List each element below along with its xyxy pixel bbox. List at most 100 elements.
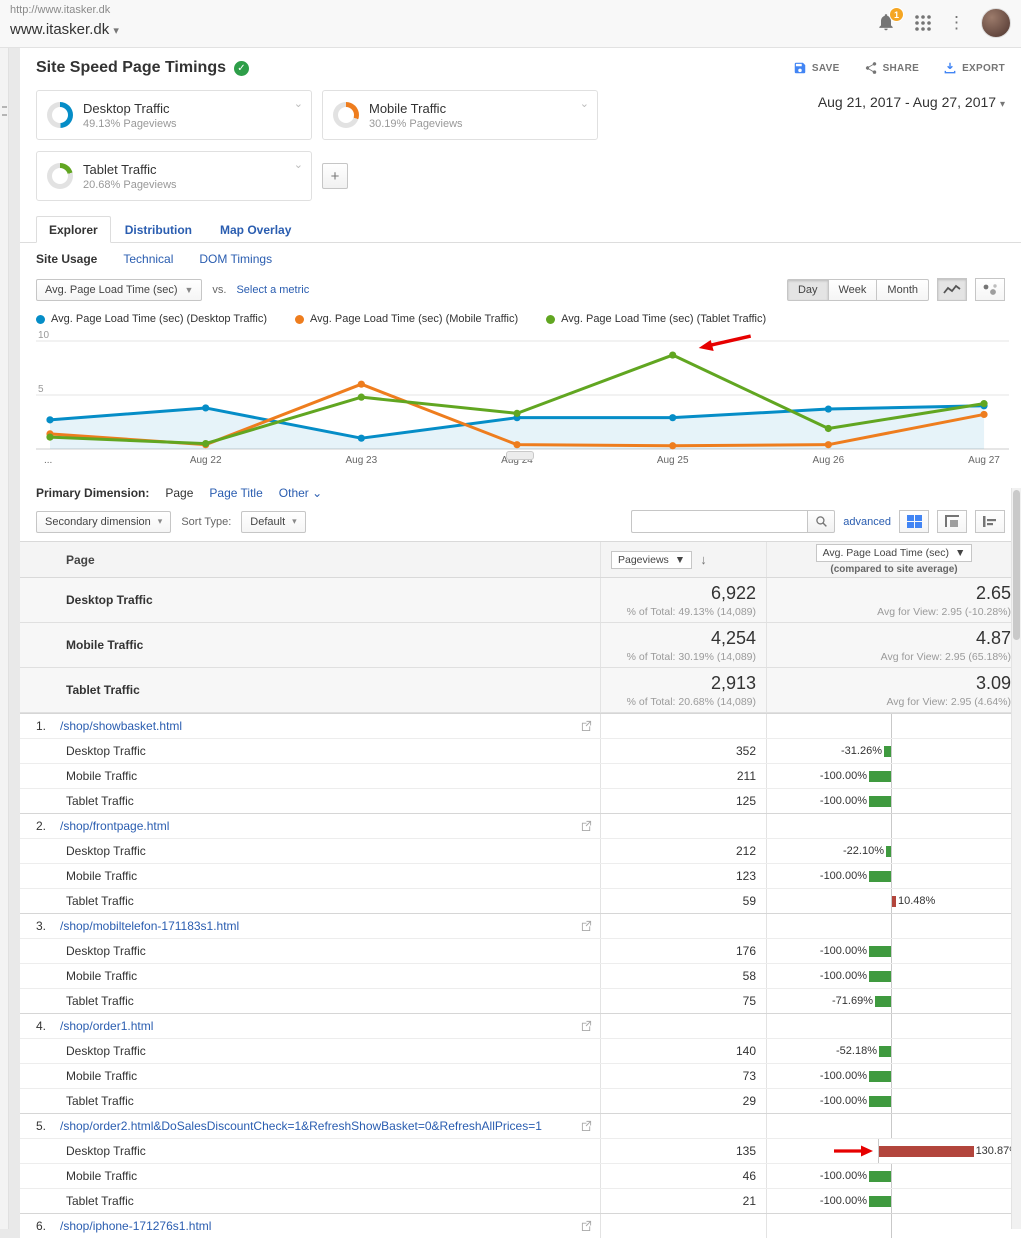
avg-subtext: Avg for View: 2.95 (-10.28%) (877, 605, 1011, 618)
line-chart-view-button[interactable] (937, 278, 967, 301)
comparison-cell: -100.00% (766, 964, 1021, 988)
percentage-view-button[interactable] (937, 510, 967, 533)
chevron-down-icon[interactable]: ⌄ (579, 98, 589, 110)
collapsed-sidebar[interactable] (0, 48, 9, 1229)
pageviews-cell (600, 1214, 766, 1238)
comparison-value: -52.18% (836, 1045, 877, 1057)
search-button[interactable] (807, 510, 836, 533)
pageviews-cell: 75 (600, 989, 766, 1013)
motion-chart-view-button[interactable] (975, 278, 1005, 301)
chart-point[interactable] (980, 410, 988, 419)
chart-point[interactable] (824, 424, 832, 433)
export-icon (944, 62, 956, 74)
segment-row: Desktop Traffic 140 -52.18% (20, 1038, 1021, 1063)
page-link[interactable]: /shop/mobiltelefon-171183s1.html (60, 919, 240, 933)
pageviews-value: 4,254 (710, 627, 756, 648)
granularity-month-button[interactable]: Month (876, 278, 929, 301)
chart-point[interactable] (824, 441, 832, 449)
segment-row: Mobile Traffic 46 -100.00% (20, 1163, 1021, 1188)
share-button[interactable]: SHARE (864, 61, 920, 75)
comparison-cell: -100.00% (766, 939, 1021, 963)
pageviews-cell (600, 1014, 766, 1038)
secondary-dimension-button[interactable]: Secondary dimension ▾ (36, 510, 172, 533)
row-number: 5. (36, 1119, 47, 1133)
chart-point[interactable] (357, 380, 365, 388)
table-row: 4. /shop/order1.html (20, 1013, 1021, 1038)
tab-map-overlay[interactable]: Map Overlay (220, 223, 292, 237)
select-metric-link[interactable]: Select a metric (236, 283, 310, 296)
apps-grid-icon[interactable] (914, 14, 932, 32)
chart-point[interactable] (357, 434, 365, 442)
page-link[interactable]: /shop/order1.html (60, 1019, 154, 1033)
page-link[interactable]: /shop/order2.html&DoSalesDiscountCheck=1… (60, 1119, 542, 1133)
page-link[interactable]: /shop/showbasket.html (60, 719, 183, 733)
popout-icon[interactable] (581, 1020, 592, 1034)
dimension-page-title[interactable]: Page Title (209, 486, 263, 500)
chart-point[interactable] (46, 433, 54, 441)
subtab-technical[interactable]: Technical (123, 252, 174, 266)
advanced-link[interactable]: advanced (843, 515, 891, 528)
chart-point[interactable] (824, 405, 832, 413)
granularity-day-button[interactable]: Day (786, 278, 829, 301)
segment-name: Desktop Traffic (83, 100, 170, 116)
chart-point[interactable] (202, 440, 210, 448)
summary-row: Desktop Traffic 6,922 % of Total: 49.13% (… (20, 578, 1021, 623)
svg-text:Aug 23: Aug 23 (345, 455, 377, 466)
granularity-week-button[interactable]: Week (827, 278, 878, 301)
export-button[interactable]: EXPORT (943, 61, 1005, 75)
chevron-down-icon: ▾ (157, 516, 163, 526)
popout-icon[interactable] (581, 820, 592, 834)
segment-card-desktop[interactable]: Desktop Traffic 49.13% Pageviews ⌄ (36, 90, 312, 140)
add-segment-button[interactable]: + (322, 163, 348, 189)
avatar[interactable] (981, 8, 1011, 38)
subtab-site-usage[interactable]: Site Usage (36, 252, 98, 266)
annotation-arrow-icon (698, 334, 752, 352)
timeseries-chart[interactable]: 5 10... Aug 22 Aug 23 Aug 24 Aug 25 Aug 26 Aug … (36, 329, 1009, 469)
avg-column-selector[interactable]: Avg. Page Load Time (sec) ▼ (815, 544, 973, 562)
vertical-scrollbar[interactable] (1011, 488, 1021, 1229)
timeline-handle[interactable] (506, 451, 534, 460)
chart-point[interactable] (669, 414, 677, 422)
segment-card-mobile[interactable]: Mobile Traffic 30.19% Pageviews ⌄ (322, 90, 598, 140)
chart-point[interactable] (513, 409, 521, 417)
tab-distribution[interactable]: Distribution (124, 223, 193, 237)
pageviews-column-selector[interactable]: Pageviews ▼ (611, 550, 693, 569)
dimension-other[interactable]: Other ⌄ (278, 486, 323, 500)
segment-row: Tablet Traffic 75 -71.69% (20, 988, 1021, 1013)
chart-point[interactable] (357, 393, 365, 401)
save-button[interactable]: SAVE (793, 61, 840, 75)
popout-icon[interactable] (581, 1120, 592, 1134)
scrollbar-thumb[interactable] (1013, 490, 1020, 640)
more-options-icon[interactable]: ⋮ (948, 13, 965, 32)
chart-point[interactable] (46, 416, 54, 424)
page-link[interactable]: /shop/iphone-171276s1.html (60, 1219, 212, 1233)
chart-point[interactable] (202, 404, 210, 412)
metric-selector[interactable]: Avg. Page Load Time (sec) ▼ (36, 278, 203, 301)
chart-point[interactable] (513, 441, 521, 449)
comparison-view-button[interactable] (975, 510, 1005, 533)
column-header-page[interactable]: Page (66, 552, 95, 567)
account-selector[interactable]: www.itasker.dk ▾ (10, 21, 119, 38)
popout-icon[interactable] (581, 720, 592, 734)
chevron-down-icon[interactable]: ⌄ (293, 98, 303, 110)
chart-point[interactable] (669, 351, 677, 359)
notifications-button[interactable]: 1 (876, 7, 904, 34)
search-input[interactable] (631, 510, 808, 533)
segment-card-tablet[interactable]: Tablet Traffic 20.68% Pageviews ⌄ (36, 151, 312, 201)
chevron-down-icon[interactable]: ⌄ (293, 159, 303, 171)
page-link[interactable]: /shop/frontpage.html (60, 819, 170, 833)
sort-descending-icon[interactable]: ↓ (700, 552, 707, 567)
tab-explorer[interactable]: Explorer (36, 216, 111, 243)
date-range-selector[interactable]: Aug 21, 2017 - Aug 27, 2017 ▾ (817, 94, 1005, 110)
chart-point[interactable] (669, 442, 677, 450)
subtab-dom-timings[interactable]: DOM Timings (199, 252, 273, 266)
chart-point[interactable] (980, 400, 988, 408)
pageviews-subtext: % of Total: 30.19% (14,089) (626, 650, 756, 663)
sort-type-selector[interactable]: Default ▾ (241, 510, 306, 533)
segment-row: Tablet Traffic 21 -100.00% (20, 1188, 1021, 1213)
popout-icon[interactable] (581, 920, 592, 934)
comparison-value: -100.00% (819, 795, 867, 807)
popout-icon[interactable] (581, 1220, 592, 1234)
table-view-button[interactable] (899, 510, 929, 533)
dimension-page[interactable]: Page (165, 486, 194, 500)
